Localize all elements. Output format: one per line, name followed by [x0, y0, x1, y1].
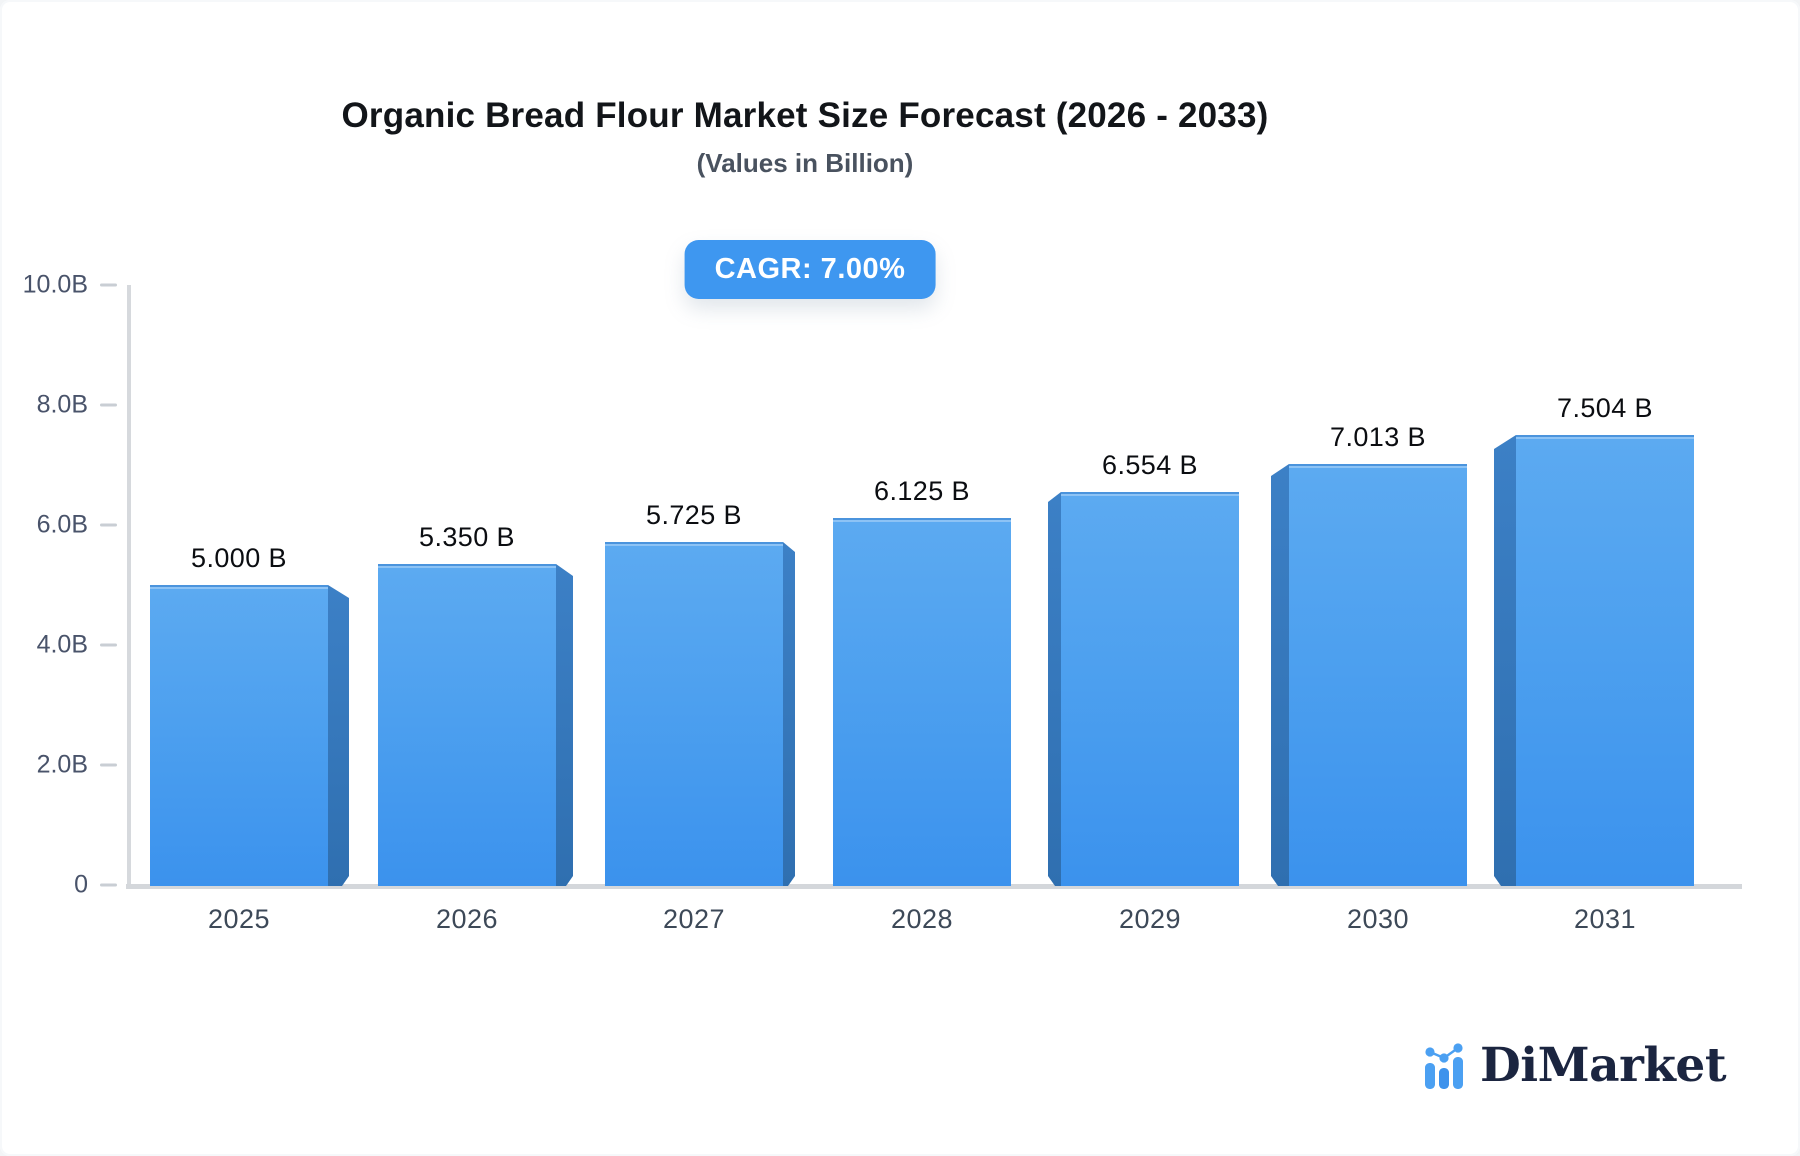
x-axis-tick-label: 2025	[207, 904, 271, 934]
bar-2027	[605, 542, 783, 886]
x-axis-tick-label: 2030	[1346, 904, 1410, 934]
bar-2026	[378, 564, 556, 886]
x-axis-tick-label: 2027	[662, 904, 726, 934]
chart-subtitle: (Values in Billion)	[696, 148, 914, 178]
bar-2029	[1061, 492, 1239, 886]
bar-3d-side-2030	[1271, 464, 1289, 886]
x-axis-tick-label: 2028	[890, 904, 954, 934]
bar-3d-side-2025	[328, 585, 349, 886]
bar-2028	[833, 518, 1011, 886]
y-axis-tick-mark	[100, 643, 117, 647]
y-axis-tick-mark	[100, 763, 117, 767]
bar-value-label: 5.350 B	[419, 522, 515, 552]
bar-2030	[1289, 464, 1467, 886]
bar-2025	[150, 585, 328, 886]
bar-3d-side-2031	[1494, 435, 1516, 886]
y-axis-tick-label: 0	[74, 870, 88, 899]
y-axis-tick-label: 10.0B	[22, 270, 88, 299]
y-axis-tick-label: 2.0B	[36, 750, 88, 779]
y-axis-line	[127, 285, 131, 886]
chart-title: Organic Bread Flour Market Size Forecast…	[341, 96, 1269, 135]
y-axis-tick-label: 6.0B	[36, 510, 88, 539]
bar-value-label: 7.504 B	[1557, 393, 1653, 423]
x-axis-tick-label: 2029	[1118, 904, 1182, 934]
y-axis-tick-mark	[100, 523, 117, 527]
bar-3d-side-2026	[556, 564, 573, 886]
bar-3d-side-2027	[783, 542, 795, 886]
x-axis-tick-label: 2026	[435, 904, 499, 934]
bar-value-label: 6.125 B	[874, 476, 970, 506]
bar-3d-side-2029	[1048, 492, 1061, 886]
dimarket-logo-icon	[1425, 1043, 1463, 1089]
y-axis-tick-label: 8.0B	[36, 390, 88, 419]
dimarket-logo-text: DiMarket	[1480, 1037, 1727, 1093]
y-axis-tick-mark	[100, 403, 117, 407]
y-axis-tick-mark	[100, 283, 117, 287]
x-axis-line	[126, 884, 1742, 889]
dimarket-logo: DiMarket	[1425, 1036, 1727, 1094]
bar-value-label: 6.554 B	[1102, 450, 1198, 480]
bar-value-label: 5.000 B	[191, 543, 287, 573]
y-axis-tick-label: 4.0B	[36, 630, 88, 659]
x-axis-tick-label: 2031	[1573, 904, 1637, 934]
cagr-badge: CAGR: 7.00%	[684, 240, 936, 299]
bar-value-label: 7.013 B	[1330, 422, 1426, 452]
bar-2031	[1516, 435, 1694, 886]
bar-value-label: 5.725 B	[646, 500, 742, 530]
y-axis-tick-mark	[100, 883, 117, 887]
